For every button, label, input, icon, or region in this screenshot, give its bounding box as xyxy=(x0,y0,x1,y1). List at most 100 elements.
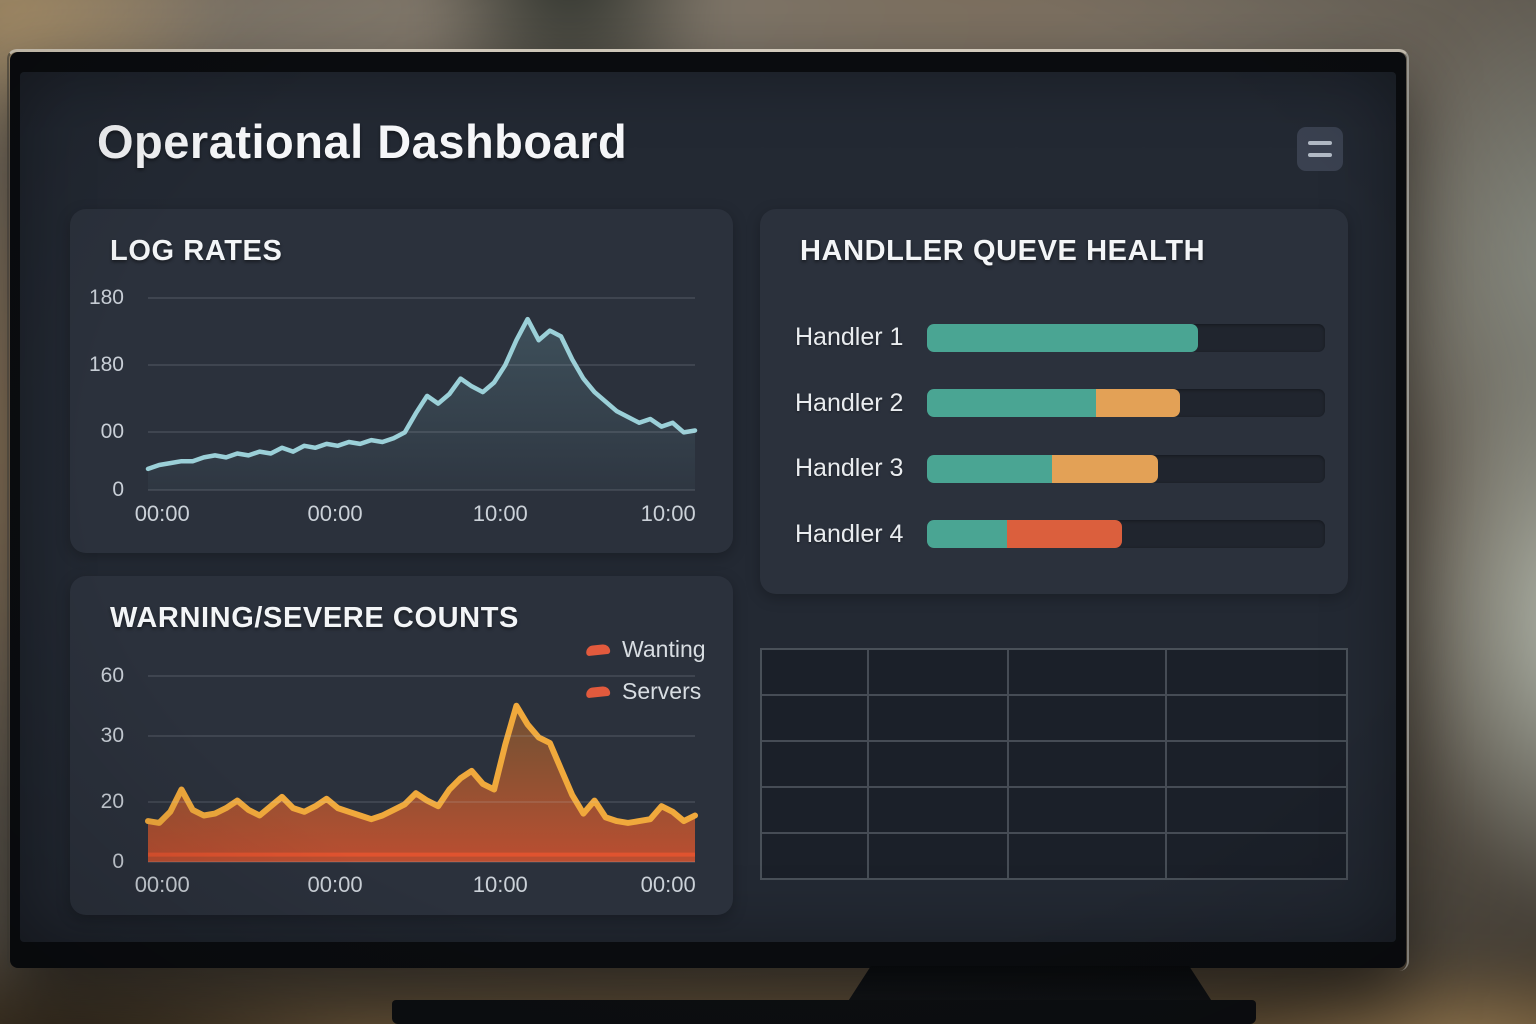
dashboard-screen: Operational Dashboard LOG RATES 180 180 00… xyxy=(20,72,1396,942)
log-rates-panel: LOG RATES 180 180 00 0 00:00 00:00 10:00 10:00 xyxy=(70,209,733,553)
x-tick-label: 10:00 xyxy=(640,501,696,526)
bar-segment-red xyxy=(1006,520,1122,549)
handler-bar-track xyxy=(927,323,1325,352)
y-tick-label: 30 xyxy=(100,723,124,747)
gridline xyxy=(148,489,695,491)
grid-cell xyxy=(1164,650,1346,694)
log-rates-chart: 180 180 00 0 00:00 00:00 10:00 10:00 xyxy=(70,209,733,553)
legend-label: Servers xyxy=(622,678,702,704)
log-rates-plot-area xyxy=(148,297,695,491)
handler-bar-track xyxy=(927,389,1325,418)
chart-legend: Wanting Servers xyxy=(585,636,706,705)
x-tick-label: 00:00 xyxy=(307,872,363,897)
monitor-stand xyxy=(845,966,1215,1006)
x-tick-label: 00:00 xyxy=(134,872,190,897)
gridline xyxy=(148,734,695,737)
bar-segment-teal xyxy=(927,454,1053,483)
grid-cell xyxy=(1164,696,1346,740)
x-tick-label: 00:00 xyxy=(640,872,696,897)
log_rates-series-line xyxy=(148,319,695,469)
x-tick-label: 10:00 xyxy=(472,872,528,897)
legend-item: Servers xyxy=(585,678,706,705)
x-tick-label: 00:00 xyxy=(134,501,190,526)
gridline xyxy=(148,675,695,677)
grid-cell xyxy=(1007,742,1165,786)
legend-label: Wanting xyxy=(622,636,706,662)
handler-row: Handler 1 xyxy=(795,323,1325,352)
hamburger-menu-icon xyxy=(1308,141,1332,145)
warnings-plot-area xyxy=(148,675,695,863)
log-rates-y-axis: 180 180 00 0 xyxy=(70,286,134,501)
grid-cell xyxy=(1007,834,1165,878)
y-tick-label: 0 xyxy=(112,850,124,873)
grid-row xyxy=(762,694,1346,740)
handler-label: Handler 4 xyxy=(795,519,904,548)
warnings-x-axis: 00:00 00:00 10:00 00:00 xyxy=(135,872,696,902)
y-tick-label: 180 xyxy=(88,286,124,309)
handler-bar-track xyxy=(927,454,1325,483)
bar-segment-teal xyxy=(927,520,1007,549)
warnings-area-chart-svg xyxy=(148,676,695,862)
grid-cell xyxy=(1164,788,1346,832)
handler-bar-track xyxy=(927,520,1325,549)
grid-cell xyxy=(1164,834,1346,878)
bar-segment-orange xyxy=(1096,389,1180,418)
x-tick-label: 00:00 xyxy=(307,501,363,526)
warnings-series-line xyxy=(148,706,695,823)
handler-row: Handler 3 xyxy=(795,454,1325,483)
handler-queue-health-panel: HANDLLER QUEVE HEALTH Handler 1 Handler 2… xyxy=(760,209,1348,594)
y-tick-label: 180 xyxy=(88,353,124,377)
grid-cell xyxy=(762,742,867,786)
x-tick-label: 10:00 xyxy=(472,501,528,526)
monitor-stand-base xyxy=(392,1000,1256,1024)
monitor: Operational Dashboard LOG RATES 180 180 00… xyxy=(7,49,1409,971)
bar-segment-teal xyxy=(927,389,1097,418)
grid-cell xyxy=(867,742,1007,786)
gridline xyxy=(148,297,695,299)
warning-severe-counts-title: WARNING/SEVERE COUNTS xyxy=(110,602,519,634)
warning-severe-counts-panel: WARNING/SEVERE COUNTS Wanting Servers 60 3… xyxy=(70,576,733,915)
grid-row xyxy=(762,786,1346,832)
handler-queue-health-title: HANDLLER QUEVE HEALTH xyxy=(800,235,1206,267)
warnings-y-axis: 60 30 20 0 xyxy=(70,664,134,873)
handler-rows: Handler 1 Handler 2 Handler 3 Handler 4 xyxy=(795,323,1325,549)
grid-row xyxy=(762,740,1346,786)
handler-label: Handler 1 xyxy=(795,323,904,351)
handler-label: Handler 3 xyxy=(795,454,904,483)
log-rates-area-chart-svg xyxy=(148,298,695,490)
log-rates-x-axis: 00:00 00:00 10:00 10:00 xyxy=(135,501,696,531)
y-tick-label: 20 xyxy=(100,790,124,814)
bar-segment-teal xyxy=(927,323,1198,352)
log-rates-title: LOG RATES xyxy=(110,235,283,267)
grid-cell xyxy=(1007,788,1165,832)
grid-cell xyxy=(867,834,1007,878)
grid-cell xyxy=(762,834,867,878)
hamburger-menu-button[interactable] xyxy=(1297,127,1343,171)
gridline xyxy=(148,801,695,804)
y-tick-label: 0 xyxy=(112,478,124,501)
page-title: Operational Dashboard xyxy=(97,115,628,168)
bar-segment-orange xyxy=(1052,454,1158,483)
empty-grid-table xyxy=(760,648,1348,880)
handler-row: Handler 4 xyxy=(795,520,1325,549)
grid-cell xyxy=(867,788,1007,832)
grid-cell xyxy=(762,650,867,694)
grid-cell xyxy=(762,788,867,832)
grid-cell xyxy=(867,650,1007,694)
gridline xyxy=(148,364,695,367)
grid-cell xyxy=(1164,742,1346,786)
grid-row xyxy=(762,650,1346,694)
grid-cell xyxy=(1007,650,1165,694)
grid-row xyxy=(762,832,1346,878)
handler-label: Handler 2 xyxy=(795,388,904,417)
handler-row: Handler 2 xyxy=(795,389,1325,418)
y-tick-label: 60 xyxy=(100,664,124,687)
y-tick-label: 00 xyxy=(100,420,124,444)
legend-item: Wanting xyxy=(585,636,706,663)
grid-cell xyxy=(1007,696,1165,740)
warning-severe-counts-chart: 60 30 20 0 00:00 00:00 10:00 00:00 xyxy=(70,576,733,915)
grid-cell xyxy=(867,696,1007,740)
grid-cell xyxy=(762,696,867,740)
gridline xyxy=(148,431,695,434)
